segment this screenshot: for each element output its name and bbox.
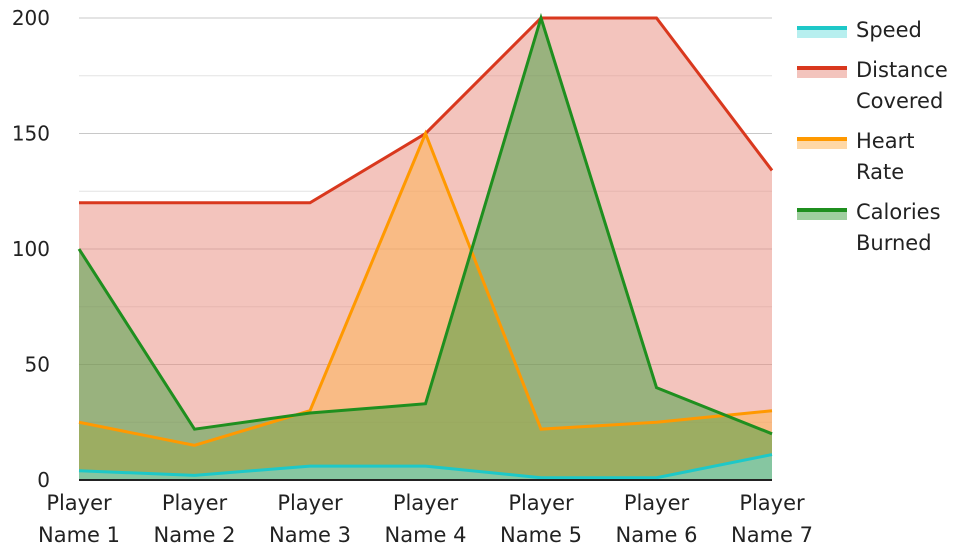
legend-label-line: Covered: [856, 89, 943, 113]
x-tick-label-line: Player: [739, 491, 805, 515]
x-tick-label-line: Name 3: [269, 523, 351, 547]
y-tick-label: 100: [12, 237, 50, 261]
legend-label: Distance Covered: [856, 58, 948, 113]
legend-label-line: Calories: [856, 200, 941, 224]
area-calories-burned: [79, 18, 772, 480]
x-tick-label: Player Name 3: [269, 491, 351, 547]
x-tick-label-line: Player: [508, 491, 574, 515]
legend-label: Speed: [856, 18, 922, 42]
x-tick-label-line: Name 2: [154, 523, 236, 547]
legend-swatch: [797, 27, 847, 38]
legend-label-line: Distance: [856, 58, 948, 82]
legend-label: Calories Burned: [856, 200, 941, 255]
x-tick-label-line: Name 5: [500, 523, 582, 547]
y-tick-label: 50: [25, 353, 50, 377]
line-heart-rate: [78, 129, 773, 447]
y-tick-label: 200: [12, 6, 50, 30]
legend: Speed Distance Covered Heart Rate Calories Bur…: [797, 18, 948, 255]
x-tick-label: Player Name 2: [154, 491, 236, 547]
x-tick-label-line: Name 7: [731, 523, 813, 547]
line-calories-burned: [77, 12, 773, 436]
series-lines: [77, 12, 774, 480]
x-tick-label-line: Player: [162, 491, 228, 515]
legend-label-line: Rate: [856, 160, 904, 184]
legend-swatch: [797, 67, 847, 78]
x-tick-label: Player Name 4: [385, 491, 467, 547]
y-tick-label: 150: [12, 122, 50, 146]
x-tick-label-line: Name 6: [616, 523, 698, 547]
line-speed: [78, 453, 773, 480]
area-heart-rate: [79, 133, 772, 480]
x-tick-label-line: Player: [46, 491, 112, 515]
legend-item-calories-burned: Calories Burned: [797, 200, 941, 255]
legend-label: Heart Rate: [856, 129, 914, 184]
x-tick-label-line: Name 1: [38, 523, 120, 547]
legend-label-line: Burned: [856, 231, 932, 255]
y-tick-label: 0: [37, 468, 50, 492]
x-tick-label-line: Player: [624, 491, 690, 515]
legend-swatch: [797, 209, 847, 220]
x-tick-label-line: Name 4: [385, 523, 467, 547]
x-tick-label-line: Player: [277, 491, 343, 515]
x-tick-label: Player Name 7: [731, 491, 813, 547]
legend-label-line: Heart: [856, 129, 914, 153]
legend-label-line: Speed: [856, 18, 922, 42]
legend-item-heart-rate: Heart Rate: [797, 129, 914, 184]
x-tick-label: Player Name 1: [38, 491, 120, 547]
legend-swatch: [797, 138, 847, 149]
legend-item-distance-covered: Distance Covered: [797, 58, 948, 113]
legend-item-speed: Speed: [797, 18, 922, 42]
x-tick-label-line: Player: [393, 491, 459, 515]
x-tick-label: Player Name 6: [616, 491, 698, 547]
x-tick-label: Player Name 5: [500, 491, 582, 547]
